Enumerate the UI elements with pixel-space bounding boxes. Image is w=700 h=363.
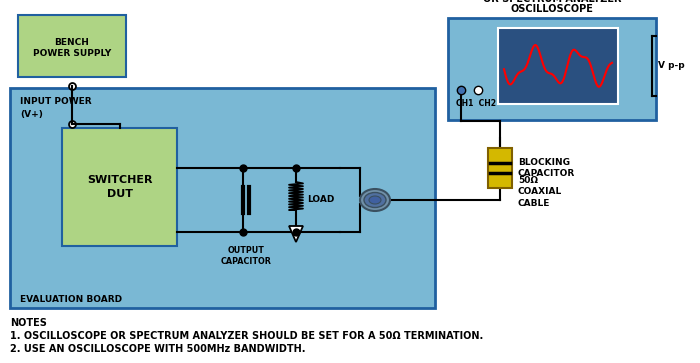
Text: CH1  CH2: CH1 CH2 <box>456 99 496 109</box>
Text: OUTPUT
CAPACITOR: OUTPUT CAPACITOR <box>220 246 272 266</box>
Ellipse shape <box>360 189 390 211</box>
Text: OSCILLOSCOPE: OSCILLOSCOPE <box>510 4 594 14</box>
Bar <box>10 88 435 308</box>
Text: 50Ω
COAXIAL
CABLE: 50Ω COAXIAL CABLE <box>518 176 562 208</box>
Bar <box>18 15 126 77</box>
Bar <box>488 148 512 188</box>
Text: EVALUATION BOARD: EVALUATION BOARD <box>20 295 122 305</box>
Text: OR SPECTRUM ANALYZER: OR SPECTRUM ANALYZER <box>483 0 622 4</box>
Text: BLOCKING
CAPACITOR: BLOCKING CAPACITOR <box>518 158 575 178</box>
Polygon shape <box>289 226 303 242</box>
Text: 1. OSCILLOSCOPE OR SPECTRUM ANALYZER SHOULD BE SET FOR A 50Ω TERMINATION.: 1. OSCILLOSCOPE OR SPECTRUM ANALYZER SHO… <box>10 331 483 341</box>
Ellipse shape <box>369 196 381 204</box>
Text: 2. USE AN OSCILLOSCOPE WITH 500MHz BANDWIDTH.: 2. USE AN OSCILLOSCOPE WITH 500MHz BANDW… <box>10 344 305 354</box>
Text: NOTES: NOTES <box>10 318 47 328</box>
Ellipse shape <box>364 192 386 208</box>
Text: LOAD: LOAD <box>307 196 335 204</box>
Text: BENCH
POWER SUPPLY: BENCH POWER SUPPLY <box>33 38 111 58</box>
Text: V p-p: V p-p <box>658 61 685 70</box>
Bar <box>448 18 656 120</box>
Text: SWITCHER
DUT: SWITCHER DUT <box>87 175 153 199</box>
Bar <box>498 28 618 104</box>
Bar <box>62 128 177 246</box>
Text: INPUT POWER: INPUT POWER <box>20 98 92 106</box>
Text: (V+): (V+) <box>20 110 43 118</box>
